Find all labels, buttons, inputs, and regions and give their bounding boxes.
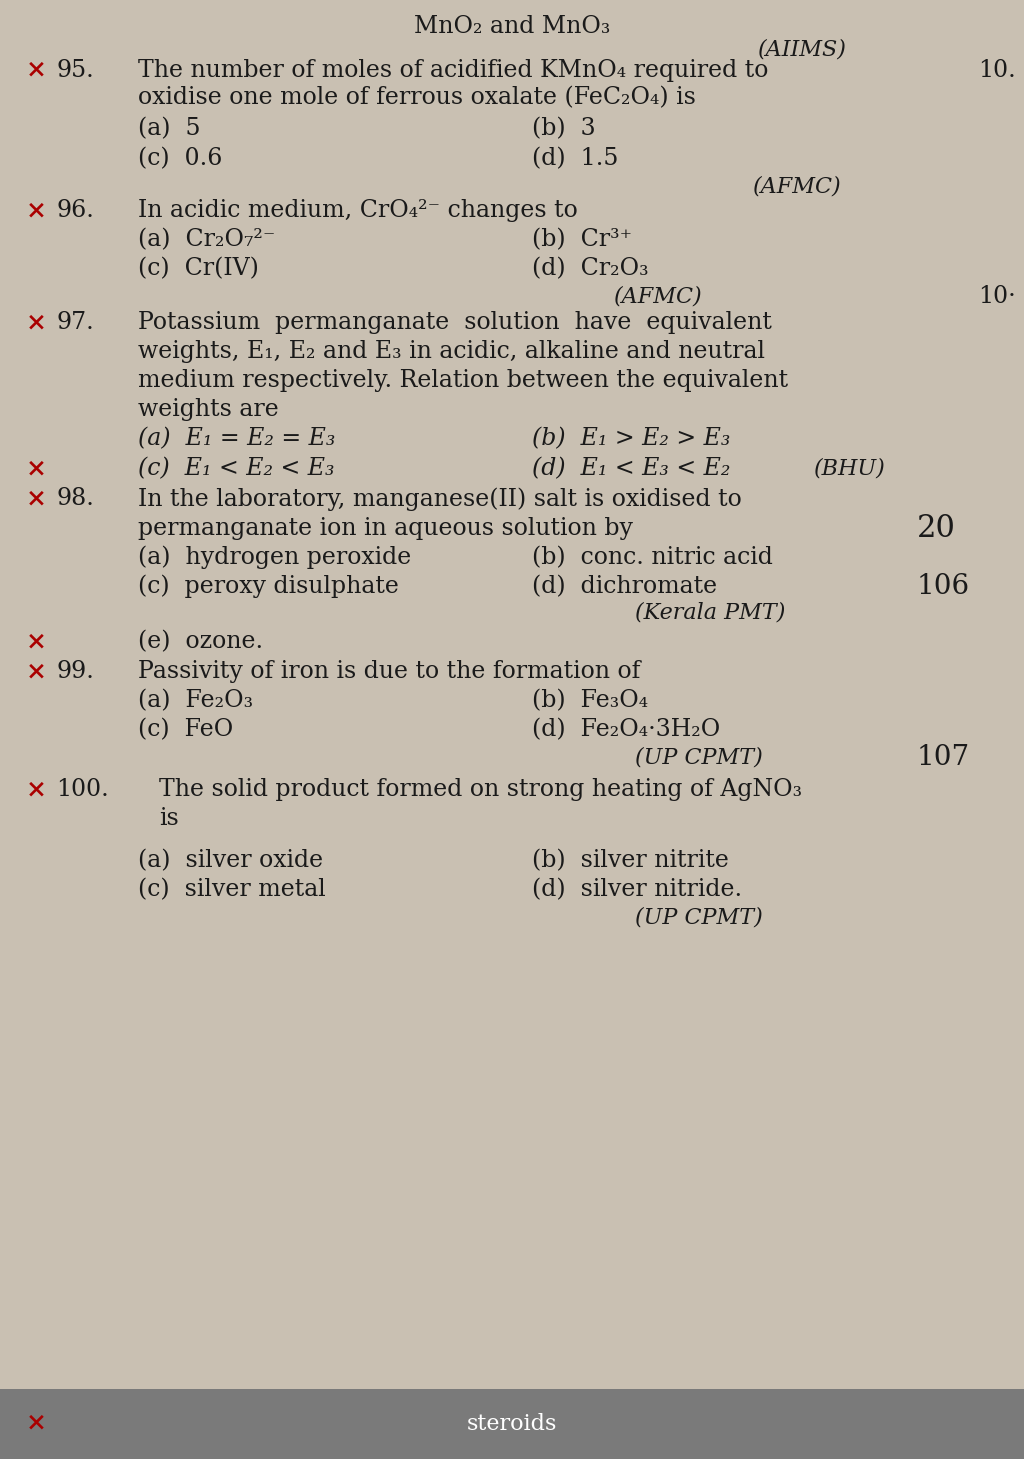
Text: (c)  peroxy disulphate: (c) peroxy disulphate [138, 575, 399, 598]
Text: (a)  5: (a) 5 [138, 117, 201, 140]
Text: (c)  E₁ < E₂ < E₃: (c) E₁ < E₂ < E₃ [138, 457, 335, 480]
Text: (b)  Fe₃O₄: (b) Fe₃O₄ [532, 689, 648, 712]
Text: (b)  Cr³⁺: (b) Cr³⁺ [532, 228, 633, 251]
Text: is: is [159, 807, 178, 830]
Text: (d)  silver nitride.: (d) silver nitride. [532, 878, 742, 902]
Text: weights, E₁, E₂ and E₃ in acidic, alkaline and neutral: weights, E₁, E₂ and E₃ in acidic, alkali… [138, 340, 765, 363]
Text: (a)  silver oxide: (a) silver oxide [138, 849, 324, 872]
Text: 106: 106 [916, 573, 970, 600]
Text: (AFMC): (AFMC) [614, 285, 703, 308]
Text: (a)  hydrogen peroxide: (a) hydrogen peroxide [138, 546, 412, 569]
Text: MnO₂ and MnO₃: MnO₂ and MnO₃ [414, 15, 610, 38]
Text: (b)  E₁ > E₂ > E₃: (b) E₁ > E₂ > E₃ [532, 427, 731, 451]
Text: (a)  Fe₂O₃: (a) Fe₂O₃ [138, 689, 253, 712]
Text: 10.: 10. [978, 58, 1016, 82]
Text: (UP CPMT): (UP CPMT) [635, 746, 763, 769]
Text: (d)  Cr₂O₃: (d) Cr₂O₃ [532, 257, 649, 280]
Text: The number of moles of acidified KMnO₄ required to: The number of moles of acidified KMnO₄ r… [138, 58, 769, 82]
Text: medium respectively. Relation between the equivalent: medium respectively. Relation between th… [138, 369, 788, 392]
Text: 98.: 98. [56, 487, 94, 511]
Text: ⨯: ⨯ [26, 778, 47, 801]
Text: 100.: 100. [56, 778, 110, 801]
Text: (d)  1.5: (d) 1.5 [532, 147, 618, 171]
Text: (AFMC): (AFMC) [753, 175, 842, 198]
Text: ⨯: ⨯ [26, 58, 47, 82]
Text: 10·: 10· [978, 285, 1016, 308]
Text: (c)  0.6: (c) 0.6 [138, 147, 222, 171]
Text: (UP CPMT): (UP CPMT) [635, 906, 763, 929]
Text: (b)  3: (b) 3 [532, 117, 596, 140]
Text: (a)  E₁ = E₂ = E₃: (a) E₁ = E₂ = E₃ [138, 427, 336, 451]
Text: (Kerala PMT): (Kerala PMT) [635, 601, 785, 624]
Text: ⨯: ⨯ [26, 311, 47, 334]
Text: oxidise one mole of ferrous oxalate (FeC₂O₄) is: oxidise one mole of ferrous oxalate (FeC… [138, 86, 696, 109]
Text: Potassium  permanganate  solution  have  equivalent: Potassium permanganate solution have equ… [138, 311, 772, 334]
Text: 107: 107 [916, 744, 970, 770]
Text: (a)  Cr₂O₇²⁻: (a) Cr₂O₇²⁻ [138, 228, 275, 251]
Text: 95.: 95. [56, 58, 94, 82]
Text: 96.: 96. [56, 198, 94, 222]
Text: Passivity of iron is due to the formation of: Passivity of iron is due to the formatio… [138, 659, 641, 683]
Text: ⨯: ⨯ [26, 1411, 47, 1434]
Text: ⨯: ⨯ [26, 457, 47, 480]
Text: The solid product formed on strong heating of AgNO₃: The solid product formed on strong heati… [159, 778, 802, 801]
Text: ⨯: ⨯ [26, 659, 47, 683]
Text: ⨯: ⨯ [26, 198, 47, 222]
Text: (c)  FeO: (c) FeO [138, 718, 233, 741]
Text: steroids: steroids [467, 1412, 557, 1436]
Text: (c)  Cr(IV): (c) Cr(IV) [138, 257, 259, 280]
Bar [0, 1389, 1024, 1459]
Text: 97.: 97. [56, 311, 94, 334]
Text: permanganate ion in aqueous solution by: permanganate ion in aqueous solution by [138, 516, 633, 540]
Text: (b)  conc. nitric acid: (b) conc. nitric acid [532, 546, 773, 569]
Text: (d)  E₁ < E₃ < E₂: (d) E₁ < E₃ < E₂ [532, 457, 731, 480]
Text: (e)  ozone.: (e) ozone. [138, 630, 263, 654]
Text: (d)  Fe₂O₄·3H₂O: (d) Fe₂O₄·3H₂O [532, 718, 721, 741]
Text: (BHU): (BHU) [814, 457, 886, 480]
Text: (AIIMS): (AIIMS) [758, 38, 847, 61]
Text: In acidic medium, CrO₄²⁻ changes to: In acidic medium, CrO₄²⁻ changes to [138, 198, 578, 222]
Text: (c)  silver metal: (c) silver metal [138, 878, 326, 902]
Text: In the laboratory, manganese(II) salt is oxidised to: In the laboratory, manganese(II) salt is… [138, 487, 742, 511]
Text: ⨯: ⨯ [26, 630, 47, 654]
Text: 20: 20 [916, 512, 955, 544]
Text: (b)  silver nitrite: (b) silver nitrite [532, 849, 729, 872]
Text: ⨯: ⨯ [26, 487, 47, 511]
Text: (d)  dichromate: (d) dichromate [532, 575, 718, 598]
Text: 99.: 99. [56, 659, 94, 683]
Text: weights are: weights are [138, 398, 279, 422]
